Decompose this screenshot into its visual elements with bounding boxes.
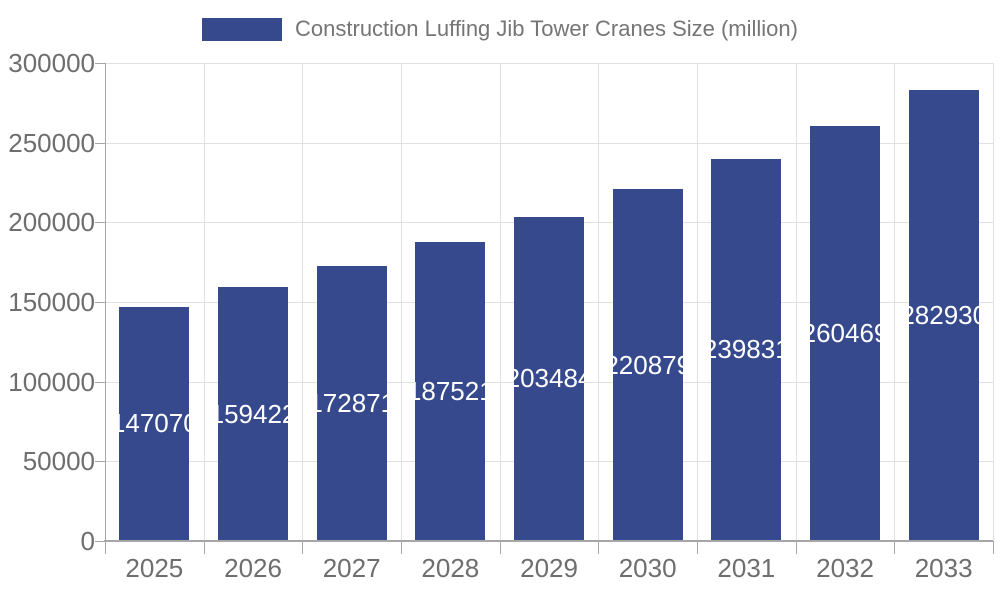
x-tick-mark <box>203 541 205 554</box>
y-tick-label: 200000 <box>8 207 95 238</box>
bar[interactable]: 220879 <box>612 189 683 541</box>
bar-value-label: 203484 <box>514 363 584 394</box>
x-tick-mark <box>598 541 600 554</box>
v-gridline <box>697 63 698 541</box>
v-gridline <box>401 63 402 541</box>
x-tick-mark <box>795 541 797 554</box>
x-tick-label: 2032 <box>816 553 874 583</box>
h-gridline <box>105 142 993 144</box>
bar-value-label: 187521 <box>415 376 485 407</box>
plot-area: 147070 2025 159422 2026 172871 2027 187521 2028… <box>104 63 994 583</box>
legend-swatch <box>202 17 283 41</box>
bar[interactable]: 282930 <box>908 90 979 541</box>
y-tick-label: 100000 <box>8 366 95 397</box>
chart-title: Construction Luffing Jib Tower Cranes Si… <box>295 16 798 41</box>
y-tick-label: 50000 <box>22 446 95 477</box>
chart-legend[interactable]: Construction Luffing Jib Tower Cranes Si… <box>0 16 1000 42</box>
bar[interactable]: 260469 <box>810 126 880 541</box>
v-gridline <box>795 63 797 541</box>
x-tick-label: 2030 <box>618 553 677 583</box>
x-tick-label: 2027 <box>322 553 381 583</box>
y-tick-mark <box>95 541 105 542</box>
x-tick-label: 2033 <box>914 553 973 583</box>
v-gridline <box>894 63 896 541</box>
bar[interactable]: 147070 <box>119 306 190 541</box>
y-tick-label: 300000 <box>8 48 95 78</box>
v-gridline <box>499 63 501 541</box>
v-gridline <box>598 63 600 541</box>
x-tick-label: 2025 <box>125 553 184 583</box>
x-tick-mark <box>499 541 501 554</box>
bar-value-label: 172871 <box>317 387 387 418</box>
x-tick-label: 2026 <box>224 553 282 583</box>
bar[interactable]: 187521 <box>415 242 486 541</box>
x-tick-mark <box>401 541 402 554</box>
x-tick-label: 2031 <box>717 553 776 583</box>
bar-value-label: 159422 <box>218 398 288 429</box>
bar-value-label: 220879 <box>613 349 683 380</box>
x-tick-mark <box>105 541 106 554</box>
bar-value-label: 282930 <box>909 300 979 331</box>
bar-value-label: 239831 <box>711 334 781 365</box>
bar-value-label: 147070 <box>119 408 189 439</box>
bar[interactable]: 172871 <box>316 265 387 541</box>
bar[interactable]: 203484 <box>514 216 584 541</box>
y-tick-mark <box>95 381 105 383</box>
bar-value-label: 260469 <box>810 318 880 348</box>
y-tick-label: 250000 <box>8 127 95 158</box>
y-tick-mark <box>95 142 105 144</box>
y-tick-label: 0 <box>80 526 95 556</box>
x-tick-mark <box>697 541 698 554</box>
y-tick-mark <box>95 461 105 463</box>
x-axis-line <box>104 540 993 542</box>
x-tick-label: 2028 <box>421 553 480 583</box>
y-tick-label: 150000 <box>8 287 95 317</box>
y-tick-mark <box>95 302 105 303</box>
bar[interactable]: 159422 <box>218 287 288 541</box>
x-tick-mark <box>894 541 896 554</box>
x-tick-mark <box>302 541 304 554</box>
v-gridline <box>993 63 994 541</box>
x-tick-label: 2029 <box>520 553 578 583</box>
bar[interactable]: 239831 <box>711 158 782 541</box>
x-tick-mark <box>993 541 994 554</box>
h-gridline <box>105 63 993 64</box>
v-gridline <box>302 63 304 541</box>
v-gridline <box>203 63 205 541</box>
y-tick-mark <box>95 63 105 64</box>
y-tick-mark <box>95 222 105 224</box>
y-axis-line <box>105 63 106 541</box>
